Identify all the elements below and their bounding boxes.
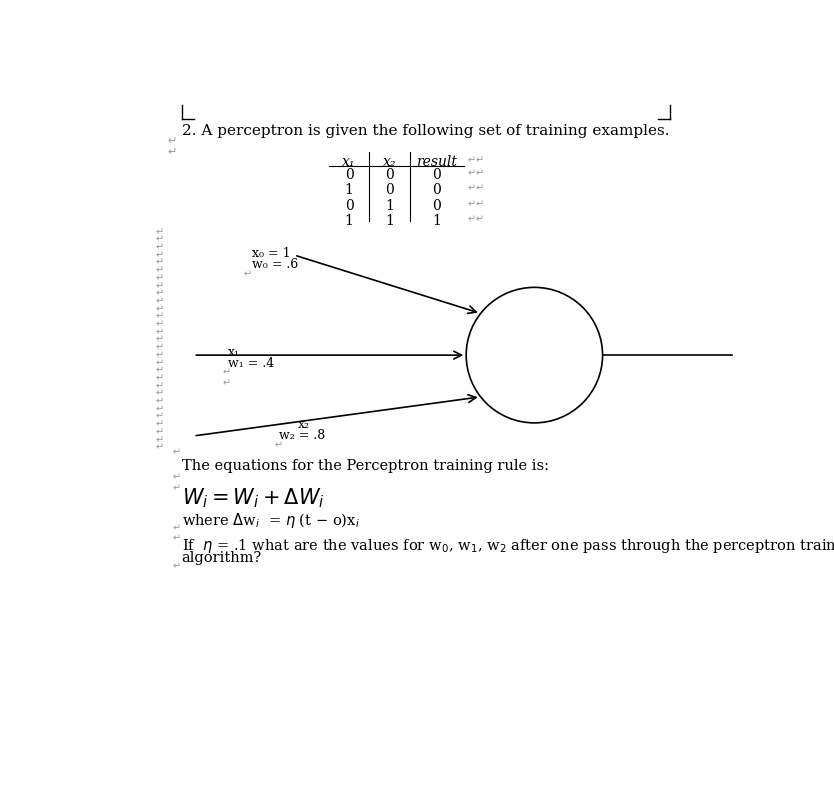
- Text: ↵: ↵: [156, 296, 164, 306]
- Text: ↵: ↵: [156, 373, 164, 383]
- Text: 0: 0: [432, 168, 441, 182]
- Text: ↵: ↵: [156, 327, 164, 337]
- Text: ↵: ↵: [156, 404, 164, 414]
- Text: x₁: x₁: [343, 155, 356, 169]
- Text: x₂: x₂: [298, 418, 310, 431]
- Text: algorithm?: algorithm?: [182, 551, 262, 565]
- Text: ↵: ↵: [475, 183, 484, 194]
- Text: ↵: ↵: [156, 381, 164, 391]
- Text: ↵: ↵: [156, 343, 164, 352]
- Text: ↵: ↵: [173, 534, 181, 544]
- Text: ↵: ↵: [173, 562, 181, 571]
- Text: 0: 0: [432, 198, 441, 213]
- Text: 0: 0: [344, 198, 354, 213]
- Text: ↵: ↵: [156, 304, 164, 314]
- Text: ↵: ↵: [173, 472, 181, 482]
- Text: ↵: ↵: [156, 396, 164, 406]
- Text: ↵: ↵: [173, 523, 181, 533]
- Text: $\mathit{W_i}=\mathit{W_i}+\Delta\mathit{W_i}$: $\mathit{W_i}=\mathit{W_i}+\Delta\mathit…: [182, 486, 324, 509]
- Text: ↵: ↵: [475, 155, 484, 165]
- Text: ↵: ↵: [173, 448, 181, 457]
- Text: The equations for the Perceptron training rule is:: The equations for the Perceptron trainin…: [182, 459, 549, 473]
- Text: ↵: ↵: [156, 419, 164, 430]
- Text: ↵: ↵: [475, 198, 484, 209]
- Text: ↵: ↵: [168, 135, 177, 146]
- Text: ↵: ↵: [468, 183, 475, 194]
- Text: result: result: [416, 155, 457, 169]
- Text: ↵: ↵: [156, 427, 164, 437]
- Text: ↵: ↵: [173, 483, 181, 493]
- Text: ↵: ↵: [156, 250, 164, 260]
- Text: ↵: ↵: [222, 379, 230, 388]
- Text: ↵: ↵: [156, 389, 164, 398]
- Text: ↵: ↵: [475, 214, 484, 224]
- Text: ↵: ↵: [156, 227, 164, 237]
- Text: ↵: ↵: [468, 168, 475, 178]
- Text: ↵: ↵: [156, 435, 164, 445]
- Text: If  $\eta$ = .1 what are the values for w$_0$, w$_1$, w$_2$ after one pass throu: If $\eta$ = .1 what are the values for w…: [182, 537, 834, 555]
- Text: ↵: ↵: [156, 281, 164, 291]
- Text: x₁: x₁: [229, 346, 240, 359]
- Text: ↵: ↵: [156, 335, 164, 345]
- Text: 2. A perceptron is given the following set of training examples.: 2. A perceptron is given the following s…: [182, 124, 669, 138]
- Text: ↵: ↵: [475, 168, 484, 178]
- Text: ↵: ↵: [156, 242, 164, 253]
- Text: ↵: ↵: [468, 198, 475, 209]
- Text: ↵: ↵: [468, 155, 475, 165]
- Text: ↵: ↵: [156, 273, 164, 283]
- Text: where $\Delta$w$_i$  = $\eta$ (t $-$ o)x$_i$: where $\Delta$w$_i$ = $\eta$ (t $-$ o)x$…: [182, 511, 359, 530]
- Text: ↵: ↵: [168, 147, 177, 157]
- Text: 1: 1: [432, 214, 441, 228]
- Text: w₁ = .4: w₁ = .4: [229, 357, 274, 370]
- Text: ↵: ↵: [274, 440, 283, 450]
- Text: ↵: ↵: [244, 269, 252, 279]
- Text: 0: 0: [385, 183, 394, 198]
- Text: ↵: ↵: [468, 214, 475, 224]
- Text: ↵: ↵: [156, 265, 164, 276]
- Text: ↵: ↵: [156, 257, 164, 268]
- Text: ↵: ↵: [156, 234, 164, 245]
- Text: ↵: ↵: [156, 320, 164, 329]
- Text: w₀ = .6: w₀ = .6: [252, 258, 298, 271]
- Text: w₂ = .8: w₂ = .8: [279, 429, 325, 442]
- Text: ↵: ↵: [156, 350, 164, 360]
- Text: x₀ = 1: x₀ = 1: [252, 247, 290, 261]
- Text: ↵: ↵: [156, 442, 164, 453]
- Text: 1: 1: [385, 198, 394, 213]
- Text: 0: 0: [344, 168, 354, 182]
- Text: 1: 1: [344, 214, 354, 228]
- Text: 0: 0: [432, 183, 441, 198]
- Text: ↵: ↵: [156, 412, 164, 422]
- Text: ↵: ↵: [156, 358, 164, 368]
- Text: ↵: ↵: [156, 312, 164, 322]
- Text: 1: 1: [344, 183, 354, 198]
- Text: ↵: ↵: [222, 367, 230, 378]
- Text: x₂: x₂: [383, 155, 396, 169]
- Text: 0: 0: [385, 168, 394, 182]
- Text: 1: 1: [385, 214, 394, 228]
- Text: ↵: ↵: [156, 289, 164, 299]
- Text: ↵: ↵: [156, 366, 164, 375]
